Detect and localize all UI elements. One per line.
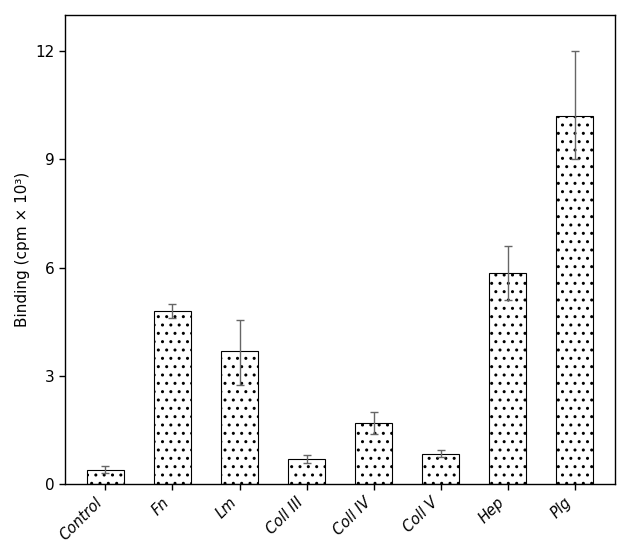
Y-axis label: Binding (cpm × 10³): Binding (cpm × 10³) (15, 172, 30, 327)
Bar (87, 470, 124, 484)
Bar (556, 116, 593, 484)
Bar (490, 273, 526, 484)
Bar (154, 311, 191, 484)
Bar (355, 423, 392, 484)
Bar (288, 459, 325, 484)
Bar (422, 454, 459, 484)
Bar (221, 350, 258, 484)
